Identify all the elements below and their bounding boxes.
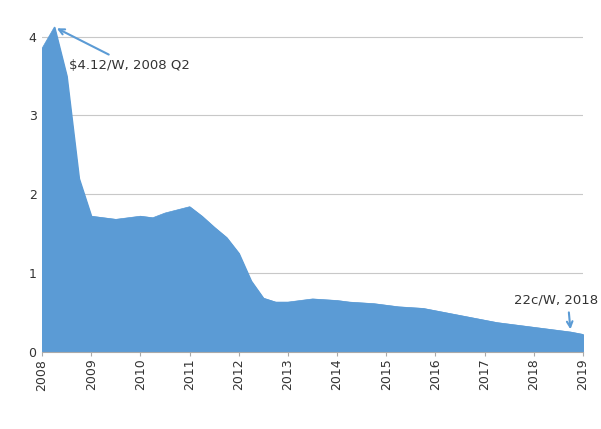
Text: $4.12/W, 2008 Q2: $4.12/W, 2008 Q2 — [59, 29, 190, 72]
Text: 22c/W, 2018 Q4: 22c/W, 2018 Q4 — [514, 294, 601, 327]
